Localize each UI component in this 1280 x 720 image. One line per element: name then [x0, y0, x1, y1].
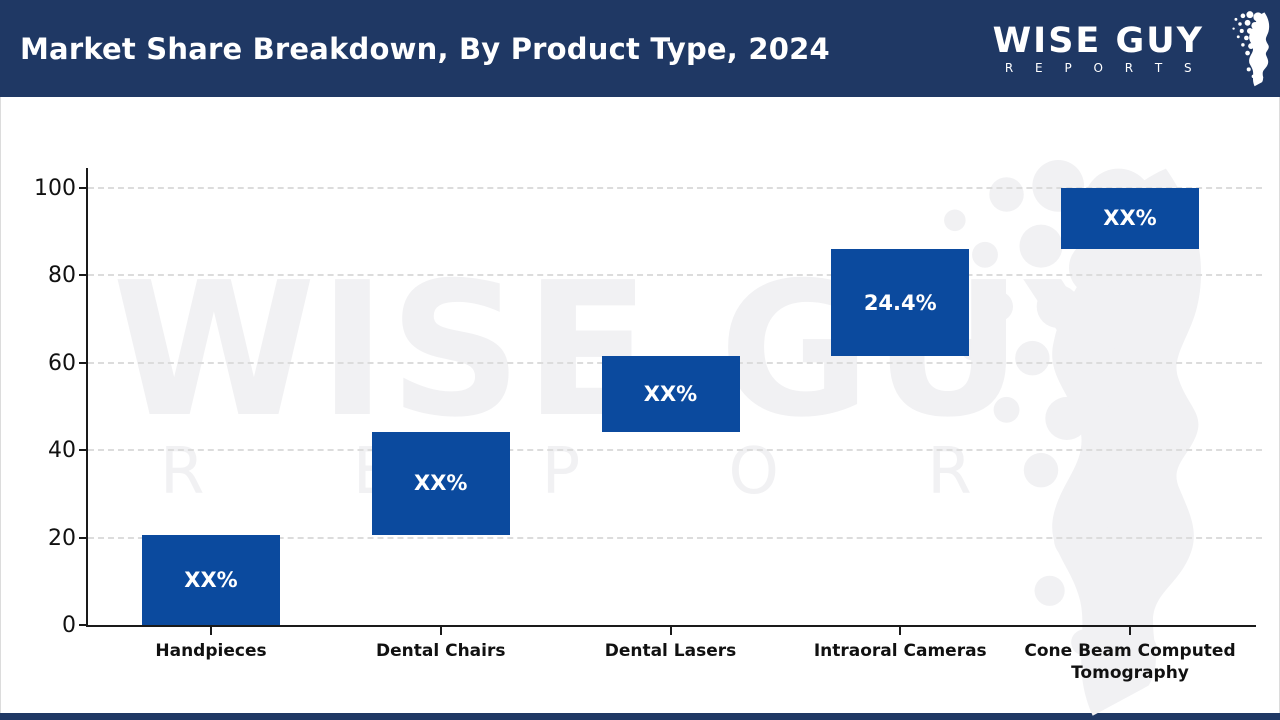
y-tick-80 [79, 274, 88, 276]
category-label-dental-chairs: Dental Chairs [376, 641, 506, 661]
gridline-80 [88, 274, 1262, 276]
gridline-20 [88, 536, 1262, 539]
bar-value-label-intraoral-cameras: 24.4% [863, 290, 937, 315]
y-tick-label-80: 80 [48, 263, 76, 288]
x-tick-dental-chairs [439, 627, 442, 635]
wise-guy-face-icon [1232, 11, 1270, 87]
brand-logo: WISE GUY R E P O R T S [993, 6, 1272, 92]
x-tick-intraoral-cameras [899, 627, 902, 635]
category-label-handpieces: Handpieces [155, 641, 267, 661]
gridline-100 [88, 186, 1262, 189]
gridline-40 [88, 449, 1262, 451]
x-axis [86, 625, 1256, 627]
y-tick-label-40: 40 [48, 438, 76, 463]
brand-subtitle: R E P O R T S [1004, 61, 1201, 75]
y-tick-40 [79, 449, 88, 451]
x-tick-cone-beam-computed-tomography [1129, 627, 1131, 635]
brand-name: WISE GUY [992, 21, 1204, 61]
y-tick-0 [79, 624, 88, 626]
y-tick-60 [79, 361, 88, 364]
y-axis [86, 168, 88, 627]
x-tick-handpieces [210, 627, 212, 635]
bar-value-label-dental-lasers: XX% [643, 382, 698, 406]
y-tick-label-20: 20 [48, 525, 76, 551]
bar-intraoral-cameras[interactable]: 24.4% [831, 249, 970, 356]
page-title: Market Share Breakdown, By Product Type,… [20, 31, 830, 66]
y-tick-100 [79, 186, 88, 189]
bar-dental-chairs[interactable]: XX% [371, 432, 510, 535]
footer-bar [0, 713, 1280, 720]
bar-value-label-dental-chairs: XX% [414, 471, 468, 496]
y-tick-20 [79, 536, 88, 539]
bar-dental-lasers[interactable]: XX% [601, 355, 740, 433]
header: Market Share Breakdown, By Product Type,… [0, 0, 1280, 97]
bar-cone-beam-computed-tomography[interactable]: XX% [1061, 187, 1199, 250]
bar-handpieces[interactable]: XX% [142, 534, 280, 625]
bar-value-label-cone-beam-computed-tomography: XX% [1103, 206, 1157, 231]
bar-value-label-handpieces: XX% [184, 567, 238, 592]
x-tick-dental-lasers [669, 627, 672, 635]
y-tick-label-100: 100 [34, 175, 76, 201]
brand-logo-text: WISE GUY R E P O R T S [992, 21, 1204, 75]
category-label-intraoral-cameras: Intraoral Cameras [813, 641, 987, 661]
category-label-dental-lasers: Dental Lasers [604, 641, 737, 661]
category-label-cone-beam-computed-tomography: Cone Beam Computed Tomography [1024, 641, 1236, 684]
y-tick-label-0: 0 [62, 613, 76, 638]
y-tick-label-60: 60 [48, 350, 76, 376]
